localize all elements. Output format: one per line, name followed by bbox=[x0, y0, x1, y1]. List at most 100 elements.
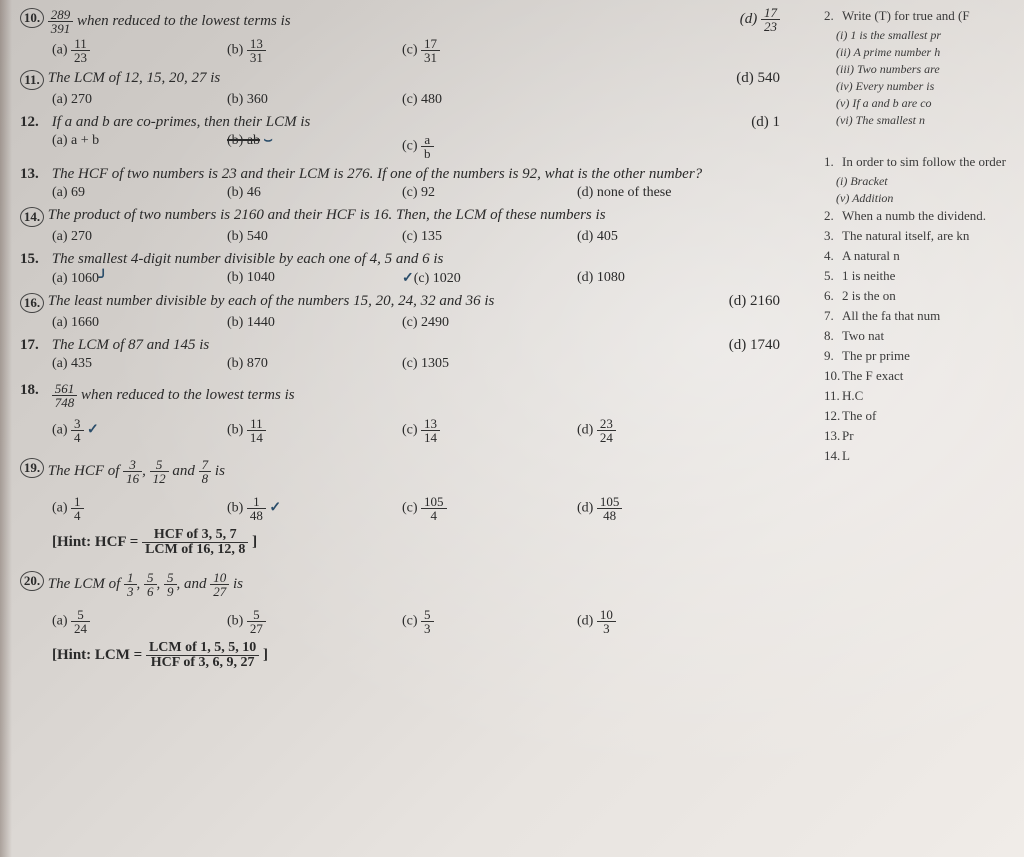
q12-opt-c: (c) ab bbox=[402, 133, 577, 160]
right-q2-vi: (vi) The smallest n bbox=[836, 113, 1024, 128]
q19-opt-b: (b) 148 ✓ bbox=[227, 495, 402, 522]
q14-opt-a: (a) 270 bbox=[52, 229, 227, 245]
right-sec6: 6.2 is the on bbox=[824, 288, 1024, 304]
qnum-18: 18. bbox=[20, 382, 48, 399]
right-q2-v: (v) If a and b are co bbox=[836, 96, 1024, 111]
right-sec1: 1.In order to sim follow the order bbox=[824, 154, 1024, 170]
qtext-18: 561748 when reduced to the lowest terms … bbox=[52, 382, 812, 409]
q14-opt-c: (c) 135 bbox=[402, 229, 577, 245]
q18-suffix: when reduced to the lowest terms is bbox=[81, 387, 295, 403]
right-sec2: 2.When a numb the dividend. bbox=[824, 208, 1024, 224]
qnum-12: 12. bbox=[20, 114, 48, 131]
q11-opt-a: (a) 270 bbox=[52, 92, 227, 108]
q10-opt-d: (d) 1723 bbox=[740, 6, 780, 33]
q17-opt-d: (d) 1740 bbox=[729, 337, 780, 354]
q10-fraction: 289391 bbox=[48, 8, 74, 35]
right-sec1-i: (i) Bracket bbox=[836, 174, 1024, 189]
q19-opt-c: (c) 1054 bbox=[402, 495, 577, 522]
question-11: 11. The LCM of 12, 15, 20, 27 is (d) 540… bbox=[20, 70, 840, 108]
q18-opt-c: (c) 1314 bbox=[402, 417, 577, 444]
q18-options: (a) 34 ✓ (b) 1114 (c) 1314 (d) 2324 bbox=[52, 417, 840, 444]
question-16: 16. The least number divisible by each o… bbox=[20, 293, 840, 331]
right-column: 2.Write (T) for true and (F (i) 1 is the… bbox=[824, 8, 1024, 468]
right-sec11: 11.H.C bbox=[824, 388, 1024, 404]
q16-opt-a: (a) 1660 bbox=[52, 315, 227, 331]
q13-options: (a) 69 (b) 46 (c) 92 (d) none of these bbox=[52, 185, 840, 201]
right-q2: 2.Write (T) for true and (F bbox=[824, 8, 1024, 24]
q18-fraction: 561748 bbox=[52, 382, 78, 409]
q18-opt-a: (a) 34 ✓ bbox=[52, 417, 227, 444]
q20-opt-d: (d) 103 bbox=[577, 608, 752, 635]
qtext-10: 289391 when reduced to the lowest terms … bbox=[48, 8, 808, 35]
left-column: 10. 289391 when reduced to the lowest te… bbox=[20, 8, 840, 676]
right-q2-ii: (ii) A prime number h bbox=[836, 45, 1024, 60]
q11-opt-c: (c) 480 bbox=[402, 92, 577, 108]
qtext-19: The HCF of 316, 512 and 78 is bbox=[48, 458, 808, 485]
q12-options: (a) a + b (b) ab ⌣ (c) ab bbox=[52, 133, 840, 160]
qtext-16: The least number divisible by each of th… bbox=[48, 293, 808, 310]
q10-options: (a) 1123 (b) 1331 (c) 1731 bbox=[52, 37, 840, 64]
q16-opt-d: (d) 2160 bbox=[729, 293, 780, 310]
q20-opt-c: (c) 53 bbox=[402, 608, 577, 635]
question-15: 15. The smallest 4-digit number divisibl… bbox=[20, 251, 840, 287]
q16-options: (a) 1660 (b) 1440 (c) 2490 bbox=[52, 315, 840, 331]
q20-options: (a) 524 (b) 527 (c) 53 (d) 103 bbox=[52, 608, 840, 635]
q10-opt-b: (b) 1331 bbox=[227, 37, 402, 64]
right-sec1-v: (v) Addition bbox=[836, 191, 1024, 206]
q19-options: (a) 14 (b) 148 ✓ (c) 1054 (d) 10548 bbox=[52, 495, 840, 522]
right-q2-iv: (iv) Every number is bbox=[836, 79, 1024, 94]
qnum-15: 15. bbox=[20, 251, 48, 268]
q19-opt-d: (d) 10548 bbox=[577, 495, 752, 522]
right-sec3: 3.The natural itself, are kn bbox=[824, 228, 1024, 244]
q13-opt-d: (d) none of these bbox=[577, 185, 777, 201]
qtext-13: The HCF of two numbers is 23 and their L… bbox=[52, 166, 812, 183]
q16-opt-b: (b) 1440 bbox=[227, 315, 402, 331]
q13-opt-b: (b) 46 bbox=[227, 185, 402, 201]
right-sec8: 8.Two nat bbox=[824, 328, 1024, 344]
q11-opt-d: (d) 540 bbox=[736, 70, 780, 87]
qtext-12: If a and b are co-primes, then their LCM… bbox=[52, 114, 812, 131]
q13-opt-a: (a) 69 bbox=[52, 185, 227, 201]
q14-opt-d: (d) 405 bbox=[577, 229, 752, 245]
qnum-17: 17. bbox=[20, 337, 48, 354]
right-sec10: 10.The F exact bbox=[824, 368, 1024, 384]
qnum-10: 10. bbox=[20, 8, 44, 28]
q15-opt-c: ✓(c) 1020 bbox=[402, 270, 577, 287]
right-sec5: 5.1 is neithe bbox=[824, 268, 1024, 284]
qnum-13: 13. bbox=[20, 166, 48, 183]
question-12: 12. If a and b are co-primes, then their… bbox=[20, 114, 840, 160]
q10-opt-c: (c) 1731 bbox=[402, 37, 577, 64]
question-19: 19. The HCF of 316, 512 and 78 is (a) 14… bbox=[20, 458, 840, 557]
q20-hint: [Hint: LCM = LCM of 1, 5, 5, 10HCF of 3,… bbox=[52, 641, 840, 670]
qtext-14: The product of two numbers is 2160 and t… bbox=[48, 207, 808, 224]
q15-options: (a) 1060╯ (b) 1040 ✓(c) 1020 (d) 1080 bbox=[52, 270, 840, 287]
q15-opt-b: (b) 1040 bbox=[227, 270, 402, 287]
right-sec9: 9.The pr prime bbox=[824, 348, 1024, 364]
q19-opt-a: (a) 14 bbox=[52, 495, 227, 522]
right-sec13: 13.Pr bbox=[824, 428, 1024, 444]
qnum-19: 19. bbox=[20, 458, 44, 478]
q20-opt-b: (b) 527 bbox=[227, 608, 402, 635]
right-sec4: 4.A natural n bbox=[824, 248, 1024, 264]
question-17: 17. The LCM of 87 and 145 is (d) 1740 (a… bbox=[20, 337, 840, 372]
q12-opt-a: (a) a + b bbox=[52, 133, 227, 160]
q12-opt-b: (b) ab ⌣ bbox=[227, 133, 402, 160]
qnum-20: 20. bbox=[20, 571, 44, 591]
qtext-20: The LCM of 13, 56, 59, and 1027 is bbox=[48, 571, 808, 598]
question-18: 18. 561748 when reduced to the lowest te… bbox=[20, 382, 840, 444]
right-q2-iii: (iii) Two numbers are bbox=[836, 62, 1024, 77]
question-14: 14. The product of two numbers is 2160 a… bbox=[20, 207, 840, 245]
q20-opt-a: (a) 524 bbox=[52, 608, 227, 635]
q15-opt-a: (a) 1060╯ bbox=[52, 270, 227, 287]
q18-opt-d: (d) 2324 bbox=[577, 417, 752, 444]
question-20: 20. The LCM of 13, 56, 59, and 1027 is (… bbox=[20, 571, 840, 670]
right-sec14: 14.L bbox=[824, 448, 1024, 464]
q14-opt-b: (b) 540 bbox=[227, 229, 402, 245]
right-q2-i: (i) 1 is the smallest pr bbox=[836, 28, 1024, 43]
q15-opt-d: (d) 1080 bbox=[577, 270, 752, 287]
q12-opt-d: (d) 1 bbox=[751, 114, 780, 131]
qnum-16: 16. bbox=[20, 293, 44, 313]
q11-options: (a) 270 (b) 360 (c) 480 bbox=[52, 92, 840, 108]
question-10: 10. 289391 when reduced to the lowest te… bbox=[20, 8, 840, 64]
question-13: 13. The HCF of two numbers is 23 and the… bbox=[20, 166, 840, 201]
